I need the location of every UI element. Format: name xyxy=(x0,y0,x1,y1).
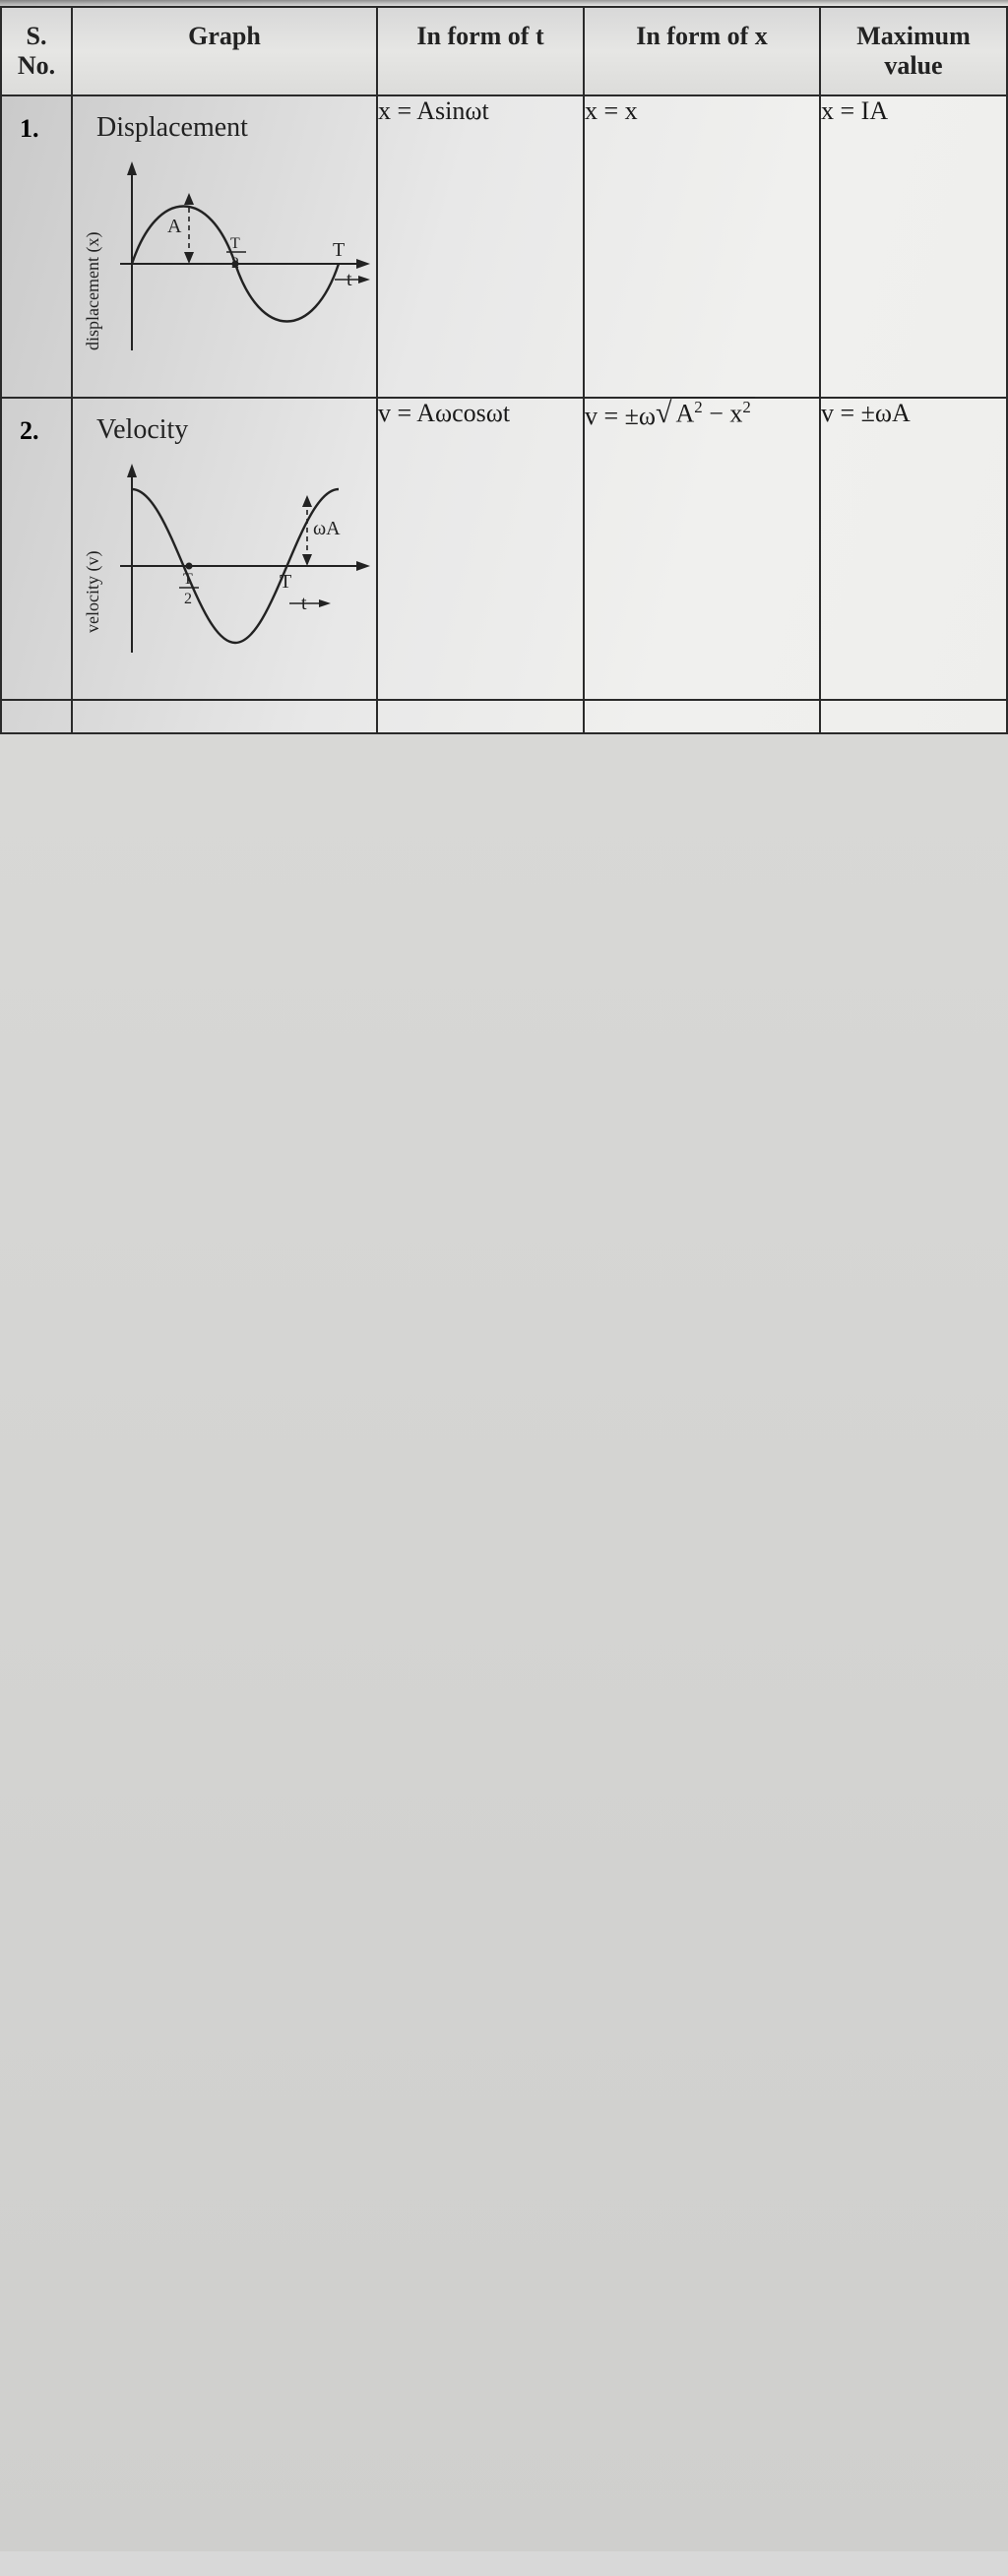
amp-label-v: ωA xyxy=(313,518,341,539)
p4 xyxy=(584,700,820,733)
formx-prefix: v = ±ω xyxy=(585,402,656,430)
x-axis-arrow xyxy=(356,259,370,269)
row2-num: 2. xyxy=(1,398,72,700)
period-label: T xyxy=(333,239,345,261)
row1-max-text: x = IA xyxy=(821,96,888,125)
halfT-top-v: T xyxy=(183,571,193,588)
row1-max: x = IA xyxy=(820,95,1007,398)
row1-num-text: 1. xyxy=(2,96,71,144)
row1-formx: x = x xyxy=(584,95,820,398)
velocity-graph: velocity (v) T xyxy=(79,456,374,682)
amp-arrow-up xyxy=(184,193,194,205)
displacement-graph: displacement (x) A xyxy=(79,154,374,380)
page: S. No. Graph In form of t In form of x M… xyxy=(0,0,1008,2551)
row1-graph-wrap: displacement (x) A xyxy=(73,150,376,397)
row1-num: 1. xyxy=(1,95,72,398)
sqrt-icon: √ xyxy=(656,397,671,429)
row2-graph-wrap: velocity (v) T xyxy=(73,452,376,699)
row2-num-text: 2. xyxy=(2,399,71,446)
p1 xyxy=(1,700,72,733)
amp-arrow-up-v xyxy=(302,495,312,507)
row-next-partial xyxy=(1,700,1007,733)
row1-graph-cell: Displacement displacement (x) xyxy=(72,95,377,398)
halfT-bot-v: 2 xyxy=(184,591,192,607)
row-displacement: 1. Displacement displacement (x) xyxy=(1,95,1007,398)
y-axis-arrow-v xyxy=(127,464,137,477)
rad-mid: − x xyxy=(703,400,743,428)
row1-formt-text: x = Asinωt xyxy=(378,96,489,125)
halfT-dot-v xyxy=(186,563,193,570)
row1-formt: x = Asinωt xyxy=(377,95,584,398)
period-label-v: T xyxy=(280,571,291,593)
row-velocity: 2. Velocity velocity (v) xyxy=(1,398,1007,700)
rad-a: A xyxy=(676,400,695,428)
row2-title: Velocity xyxy=(73,399,376,452)
rad-sup2: 2 xyxy=(742,398,750,416)
row2-max-text: v = ±ωA xyxy=(821,399,911,427)
row2-max: v = ±ωA xyxy=(820,398,1007,700)
row2-formt: v = Aωcosωt xyxy=(377,398,584,700)
row2-formx-math: v = ±ω√A2 − x2 xyxy=(585,402,755,430)
col-max: Maximum value xyxy=(820,7,1007,95)
row2-formt-text: v = Aωcosωt xyxy=(378,399,510,427)
col-sno: S. No. xyxy=(1,7,72,95)
p3 xyxy=(377,700,584,733)
col-graph: Graph xyxy=(72,7,377,95)
half-period-label-v: T 2 xyxy=(179,571,199,607)
ylabel-text: displacement (x) xyxy=(83,232,103,350)
header-row: S. No. Graph In form of t In form of x M… xyxy=(1,7,1007,95)
sqrt-radicand: A2 − x2 xyxy=(672,397,755,429)
col-form-t: In form of t xyxy=(377,7,584,95)
amp-arrow-down-v xyxy=(302,554,312,566)
t-arrow-head xyxy=(358,276,370,283)
p5 xyxy=(820,700,1007,733)
row2-formx: v = ±ω√A2 − x2 xyxy=(584,398,820,700)
row1-formx-text: x = x xyxy=(585,96,638,125)
y-axis-arrow xyxy=(127,161,137,175)
col-form-x: In form of x xyxy=(584,7,820,95)
ylabel-velocity: velocity (v) xyxy=(83,551,103,633)
p2 xyxy=(72,700,377,733)
amp-label: A xyxy=(167,216,182,237)
row2-graph-cell: Velocity velocity (v) xyxy=(72,398,377,700)
shm-table: S. No. Graph In form of t In form of x M… xyxy=(0,6,1008,734)
amp-arrow-down xyxy=(184,252,194,264)
row1-title: Displacement xyxy=(73,96,376,150)
halfT-dot xyxy=(232,261,239,268)
x-axis-arrow-v xyxy=(356,561,370,571)
halfT-top: T xyxy=(230,235,240,252)
t-arrow-head-v xyxy=(319,599,331,607)
rad-sup1: 2 xyxy=(694,398,702,416)
page-filler xyxy=(0,734,1008,2551)
ylabel-text-v: velocity (v) xyxy=(83,551,103,633)
ylabel-displacement: displacement (x) xyxy=(83,232,103,350)
